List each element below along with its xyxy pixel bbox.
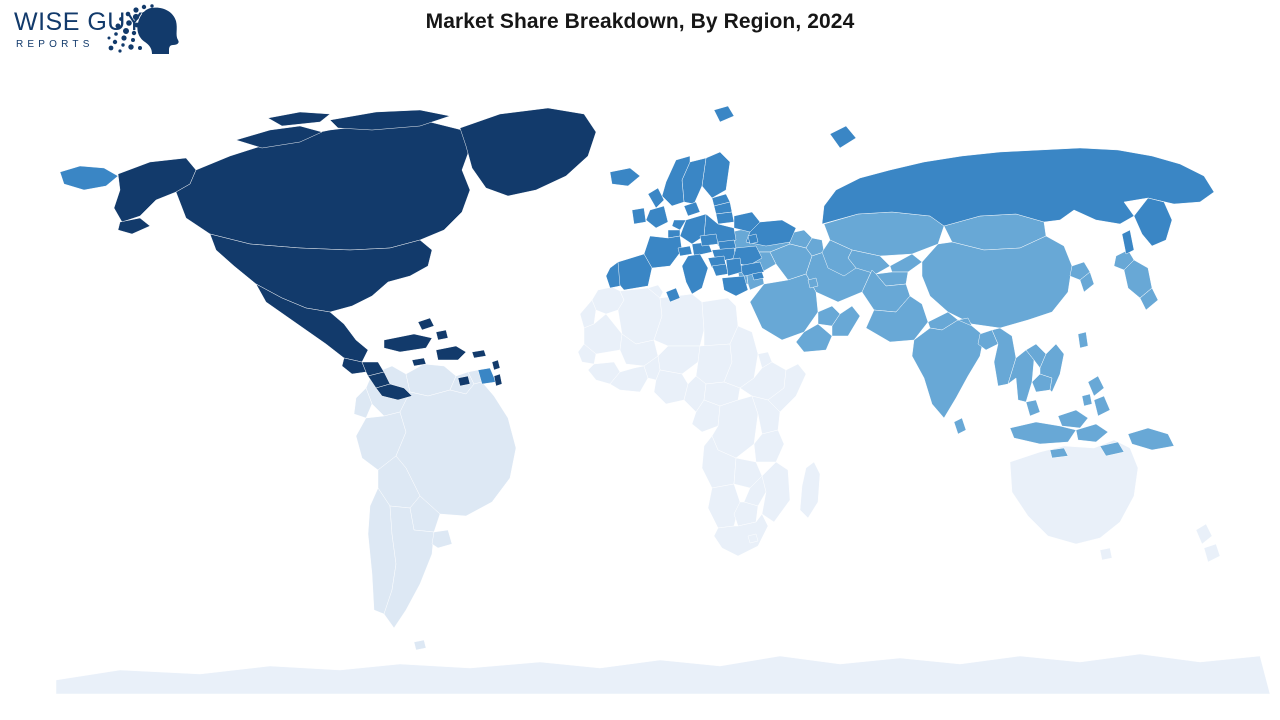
country-lesser-antilles [492, 360, 502, 386]
country-mexico [256, 284, 368, 362]
country-hispaniola [436, 346, 466, 360]
country-cuba [384, 334, 432, 352]
country-bosnia [712, 264, 728, 276]
country-turkmenistan [822, 240, 856, 276]
country-malaysia [1026, 400, 1088, 428]
logo-head-icon [137, 7, 179, 55]
country-bangladesh [978, 330, 998, 350]
country-somalia [768, 364, 806, 412]
country-western-sahara [580, 300, 596, 328]
country-papua-new-guinea [1128, 428, 1174, 450]
country-yemen [796, 324, 832, 352]
country-canada [176, 122, 470, 250]
page-title: Market Share Breakdown, By Region, 2024 [425, 10, 855, 33]
logo-wordmark-primary: WISE GUY [14, 8, 143, 36]
country-france [644, 236, 682, 268]
country-ireland [632, 208, 646, 224]
country-kyrgyzstan [890, 254, 922, 272]
country-iceland [610, 168, 640, 186]
country-nigeria [654, 370, 688, 404]
region-middle-east-africa [56, 285, 1270, 694]
wise-guy-reports-logo: WISE GUY REPORTS [12, 4, 192, 56]
country-lesotho [748, 534, 758, 543]
country-libya [654, 294, 704, 346]
country-south-africa [714, 514, 768, 556]
country-taiwan [1078, 332, 1088, 348]
country-falkland-islands [414, 640, 426, 650]
country-russia-kamchatka [1134, 198, 1172, 246]
country-bulgaria [738, 262, 764, 276]
country-germany [680, 214, 706, 244]
country-india [912, 320, 984, 418]
region-south-america [354, 364, 516, 650]
country-russia [822, 148, 1214, 226]
country-kuwait [808, 278, 818, 288]
country-tanzania [754, 430, 784, 462]
country-uruguay [432, 530, 452, 548]
country-trinidad [458, 376, 470, 386]
country-tasmania [1100, 548, 1112, 560]
country-guatemala [342, 358, 366, 374]
country-south-korea [1080, 272, 1094, 292]
country-sri-lanka [954, 418, 966, 434]
country-lithuania [716, 212, 734, 224]
country-finland [702, 152, 730, 198]
world-map-svg [0, 44, 1280, 720]
country-panama [376, 384, 412, 400]
logo-dot-cluster-icon [107, 4, 154, 53]
country-alaska [114, 158, 196, 222]
country-ivory-coast [610, 366, 648, 392]
country-russia-chukotka [60, 166, 118, 190]
country-ukraine [746, 220, 796, 246]
country-oman [832, 306, 860, 336]
country-canadian-arctic [236, 110, 450, 148]
country-svalbard [714, 106, 734, 122]
country-novaya-zemlya [830, 126, 856, 148]
country-greenland [460, 108, 596, 196]
country-czechia [700, 234, 718, 246]
country-saudi-arabia [750, 274, 818, 340]
logo-wordmark-secondary: REPORTS [16, 39, 94, 50]
country-ecuador [354, 388, 372, 418]
country-antarctica [56, 654, 1270, 694]
country-japan [1114, 250, 1158, 310]
country-cyprus [752, 272, 764, 280]
region-north-america [114, 108, 596, 400]
chart-header: WISE GUY REPORTS [0, 0, 1280, 56]
country-puerto-rico [472, 350, 486, 358]
country-norway [662, 156, 690, 206]
country-madagascar [800, 462, 820, 518]
country-moldova [748, 234, 758, 244]
country-jamaica [412, 358, 426, 366]
country-denmark [684, 202, 700, 216]
country-italy [666, 254, 708, 302]
country-vietnam [1040, 344, 1064, 392]
country-mozambique [762, 462, 790, 522]
country-senegal [578, 344, 596, 364]
country-sakhalin [1122, 230, 1134, 254]
country-zimbabwe [744, 476, 766, 506]
country-namibia [708, 484, 740, 528]
country-new-zealand [1196, 524, 1220, 562]
country-serbia [726, 258, 742, 276]
country-bahamas [418, 318, 448, 340]
country-australia [1010, 440, 1138, 544]
country-switzerland [678, 246, 692, 256]
country-argentina [384, 506, 434, 628]
country-indonesia [1010, 422, 1124, 458]
country-mali [620, 334, 658, 366]
world-choropleth-map [0, 44, 1280, 720]
country-greece [722, 276, 748, 296]
country-united-kingdom [646, 188, 668, 228]
country-tunisia [648, 285, 663, 298]
country-portugal [606, 262, 620, 288]
region-europe [60, 106, 1214, 384]
region-asia-pacific [714, 212, 1174, 458]
country-china [922, 236, 1072, 328]
country-niger [658, 346, 700, 374]
country-philippines [1082, 376, 1110, 416]
country-aleutian-islands [118, 218, 150, 234]
